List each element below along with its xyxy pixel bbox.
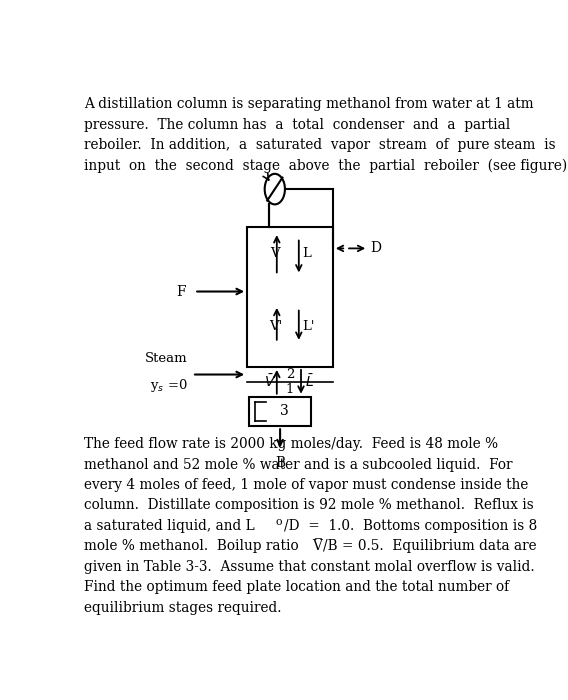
Text: methanol and 52 mole % water and is a subcooled liquid.  For: methanol and 52 mole % water and is a su…: [84, 458, 513, 472]
Text: pressure.  The column has  a  total  condenser  and  a  partial: pressure. The column has a total condens…: [84, 118, 511, 132]
Text: o: o: [275, 517, 282, 527]
Text: given in Table 3-3.  Assume that constant molal overflow is valid.: given in Table 3-3. Assume that constant…: [84, 560, 535, 574]
Text: $\bar{L}$: $\bar{L}$: [306, 373, 314, 390]
Text: equilibrium stages required.: equilibrium stages required.: [84, 601, 282, 615]
Text: reboiler.  In addition,  a  saturated  vapor  stream  of  pure steam  is: reboiler. In addition, a saturated vapor…: [84, 139, 556, 153]
Text: $\bar{V}$: $\bar{V}$: [264, 373, 276, 390]
Text: 1: 1: [286, 383, 294, 395]
Text: L': L': [302, 320, 315, 333]
Bar: [247, 227, 333, 367]
Text: D: D: [370, 241, 381, 255]
Text: V': V': [269, 320, 282, 333]
Text: /D  =  1.0.  Bottoms composition is 8: /D = 1.0. Bottoms composition is 8: [285, 519, 538, 533]
Text: L: L: [302, 247, 311, 260]
Text: B: B: [275, 456, 285, 470]
Text: mole % methanol.  Boilup ratio: mole % methanol. Boilup ratio: [84, 540, 303, 554]
Text: Find the optimum feed plate location and the total number of: Find the optimum feed plate location and…: [84, 580, 509, 594]
Text: a saturated liquid, and L: a saturated liquid, and L: [84, 519, 255, 533]
Text: F: F: [176, 284, 185, 298]
Text: A distillation column is separating methanol from water at 1 atm: A distillation column is separating meth…: [84, 97, 534, 111]
Text: Steam: Steam: [145, 352, 187, 365]
Text: input  on  the  second  stage  above  the  partial  reboiler  (see figure).: input on the second stage above the part…: [84, 159, 568, 174]
Text: y$_s$ =0: y$_s$ =0: [150, 377, 187, 394]
Text: V: V: [270, 247, 280, 260]
Ellipse shape: [265, 174, 285, 204]
Bar: [249, 397, 311, 426]
Text: column.  Distillate composition is 92 mole % methanol.  Reflux is: column. Distillate composition is 92 mol…: [84, 498, 534, 512]
Text: V̅: V̅: [312, 540, 321, 554]
Text: 3: 3: [280, 405, 289, 419]
Text: The feed flow rate is 2000 kg moles/day.  Feed is 48 mole %: The feed flow rate is 2000 kg moles/day.…: [84, 437, 503, 451]
Text: every 4 moles of feed, 1 mole of vapor must condense inside the: every 4 moles of feed, 1 mole of vapor m…: [84, 478, 529, 492]
Text: 2: 2: [286, 368, 294, 381]
Text: /B = 0.5.  Equilibrium data are: /B = 0.5. Equilibrium data are: [323, 540, 537, 554]
